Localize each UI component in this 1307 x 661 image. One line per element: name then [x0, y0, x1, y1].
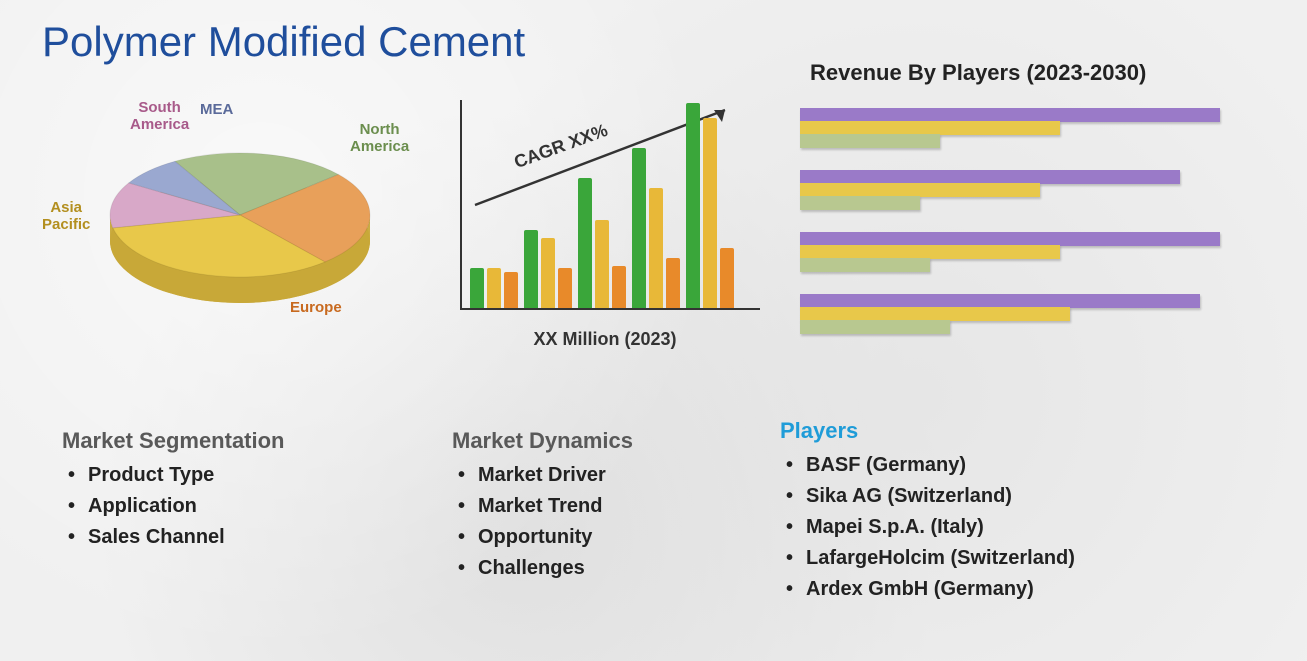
bar: [578, 178, 592, 308]
bar: [632, 148, 646, 308]
list-item: LafargeHolcim (Switzerland): [780, 543, 1075, 574]
bar-group: [470, 268, 518, 308]
pie-label-na: NorthAmerica: [350, 122, 409, 155]
list-item: BASF (Germany): [780, 450, 1075, 481]
bar: [470, 268, 484, 308]
revenue-bar: [800, 307, 1070, 321]
bar: [595, 220, 609, 308]
segmentation-section: Market Segmentation Product TypeApplicat…: [62, 428, 285, 553]
revenue-bar: [800, 108, 1220, 122]
segmentation-heading: Market Segmentation: [62, 428, 285, 454]
bar-group: [524, 230, 572, 308]
revenue-row: [800, 294, 1260, 334]
pie-chart-region: NorthAmerica Europe AsiaPacific SouthAme…: [60, 100, 410, 340]
revenue-bar: [800, 183, 1040, 197]
bar-group: [632, 148, 680, 308]
list-item: Ardex GmbH (Germany): [780, 574, 1075, 605]
players-list: BASF (Germany)Sika AG (Switzerland)Mapei…: [780, 450, 1075, 605]
revenue-bar: [800, 170, 1180, 184]
list-item: Mapei S.p.A. (Italy): [780, 512, 1075, 543]
dynamics-list: Market DriverMarket TrendOpportunityChal…: [452, 460, 633, 584]
bar: [524, 230, 538, 308]
list-item: Challenges: [452, 553, 633, 584]
pie-label-sa: SouthAmerica: [130, 100, 189, 133]
revenue-row: [800, 108, 1260, 148]
bar: [487, 268, 501, 308]
list-item: Product Type: [62, 460, 285, 491]
bar: [612, 266, 626, 308]
bar: [541, 238, 555, 308]
pie-label-mea: MEA: [200, 102, 233, 119]
players-heading: Players: [780, 418, 1075, 444]
revenue-title: Revenue By Players (2023-2030): [810, 60, 1260, 86]
bar-caption: XX Million (2023): [440, 329, 770, 350]
dynamics-section: Market Dynamics Market DriverMarket Tren…: [452, 428, 633, 584]
players-section: Players BASF (Germany)Sika AG (Switzerla…: [780, 418, 1075, 605]
revenue-region: Revenue By Players (2023-2030): [800, 60, 1260, 356]
bar-group: [686, 103, 734, 308]
bar: [504, 272, 518, 308]
list-item: Market Driver: [452, 460, 633, 491]
pie-label-eu: Europe: [290, 300, 342, 317]
list-item: Application: [62, 491, 285, 522]
pie-label-ap: AsiaPacific: [42, 200, 90, 233]
revenue-bar: [800, 258, 930, 272]
bar: [720, 248, 734, 308]
revenue-row: [800, 170, 1260, 210]
revenue-bar: [800, 121, 1060, 135]
revenue-bar: [800, 294, 1200, 308]
bar: [666, 258, 680, 308]
bar: [558, 268, 572, 308]
revenue-bar: [800, 134, 940, 148]
list-item: Sika AG (Switzerland): [780, 481, 1075, 512]
revenue-bar: [800, 196, 920, 210]
bar: [703, 118, 717, 308]
cagr-bar-region: CAGR XX% XX Million (2023): [440, 90, 770, 350]
revenue-row: [800, 232, 1260, 272]
list-item: Market Trend: [452, 491, 633, 522]
bar: [649, 188, 663, 308]
bar: [686, 103, 700, 308]
page-title: Polymer Modified Cement: [42, 18, 525, 66]
dynamics-heading: Market Dynamics: [452, 428, 633, 454]
segmentation-list: Product TypeApplicationSales Channel: [62, 460, 285, 553]
revenue-bar: [800, 245, 1060, 259]
revenue-bar: [800, 232, 1220, 246]
revenue-bar: [800, 320, 950, 334]
bar-group: [578, 178, 626, 308]
list-item: Sales Channel: [62, 522, 285, 553]
revenue-rows: [800, 108, 1260, 334]
bar-chart: [460, 100, 760, 310]
list-item: Opportunity: [452, 522, 633, 553]
